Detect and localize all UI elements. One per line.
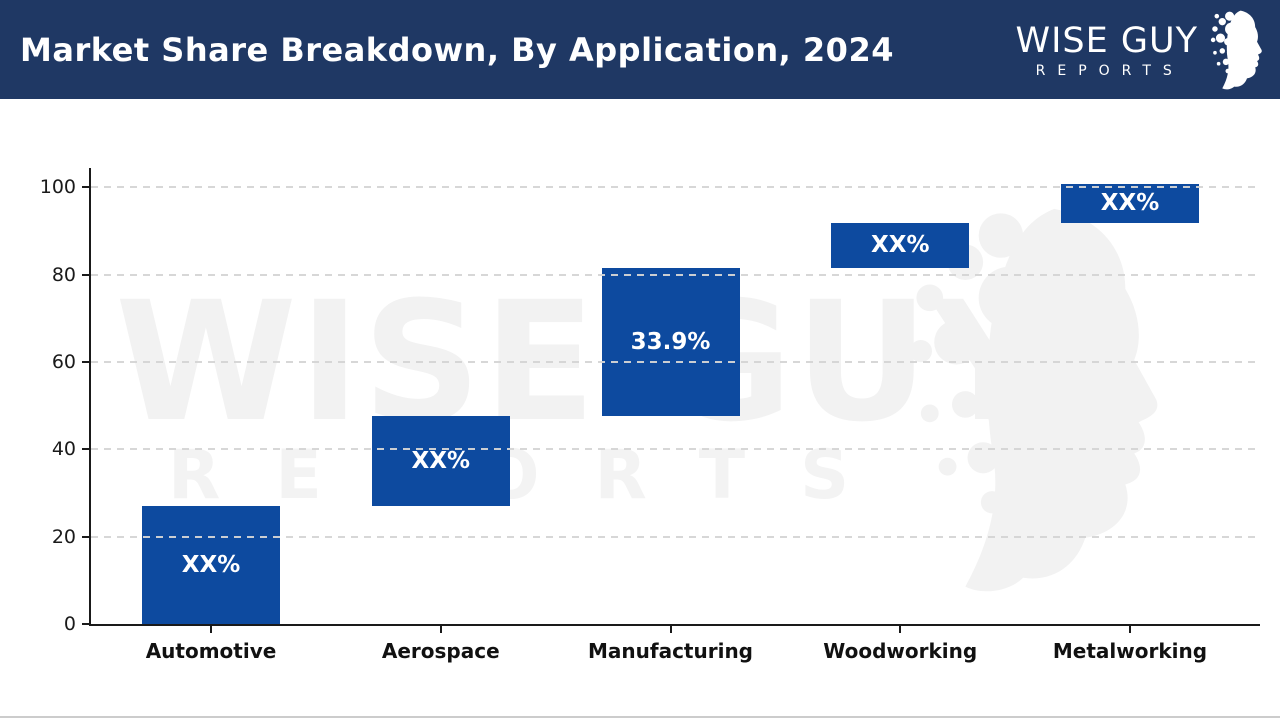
x-tick-mark [1129,626,1131,633]
x-tick-mark [669,626,672,633]
y-tick-label: 0 [63,613,76,635]
y-tick-mark [82,360,90,363]
logo-wordmark: WISE GUY [1015,20,1198,61]
brand-logo: WISE GUY REPORTS [1015,8,1268,92]
gridline-y-20 [91,535,1258,538]
x-tick-mark [439,626,442,633]
x-tick-label-woodworking: Woodworking [823,639,978,663]
y-tick-mark [82,273,90,276]
page-title: Market Share Breakdown, By Application, … [20,30,894,69]
y-tick-mark [82,186,90,189]
y-tick-label: 60 [51,350,76,373]
y-axis-line [89,168,91,626]
x-tick-label-aerospace: Aerospace [381,639,500,663]
bottom-divider [0,716,1280,718]
gridline-y-40 [91,448,1258,451]
bar-aerospace: XX% [371,416,510,506]
bar-value-label: XX% [870,232,930,259]
x-tick-label-manufacturing: Manufacturing [588,639,753,663]
x-tick-label-metalworking: Metalworking [1052,639,1208,663]
bar-manufacturing: 33.9% [601,268,740,417]
y-tick-mark [82,535,90,538]
x-axis-line [89,624,1260,626]
bar-metalworking: XX% [1061,184,1199,223]
y-tick-mark [82,623,90,625]
header-bar: Market Share Breakdown, By Application, … [0,0,1280,99]
bar-value-label: XX% [181,551,241,578]
bar-automotive: XX% [142,505,280,624]
logo-subtext: REPORTS [1035,62,1184,79]
y-tick-label: 40 [51,438,76,461]
bar-value-label: 33.9% [630,329,711,356]
gridline-y-60 [91,360,1258,363]
y-tick-mark [82,448,90,451]
bar-value-label: XX% [1100,190,1160,217]
gridline-y-80 [91,273,1258,276]
watermark-head-icon [909,208,1158,592]
dotted-head-profile-icon [1210,10,1262,90]
y-tick-label: 80 [51,263,76,286]
bar-woodworking: XX% [831,222,970,269]
x-tick-label-automotive: Automotive [145,639,277,663]
x-tick-mark [210,626,212,633]
x-tick-mark [899,626,902,633]
bar-value-label: XX% [411,447,470,474]
y-tick-label: 100 [39,176,76,199]
y-tick-label: 20 [51,525,76,548]
gridline-y-100 [91,186,1258,189]
